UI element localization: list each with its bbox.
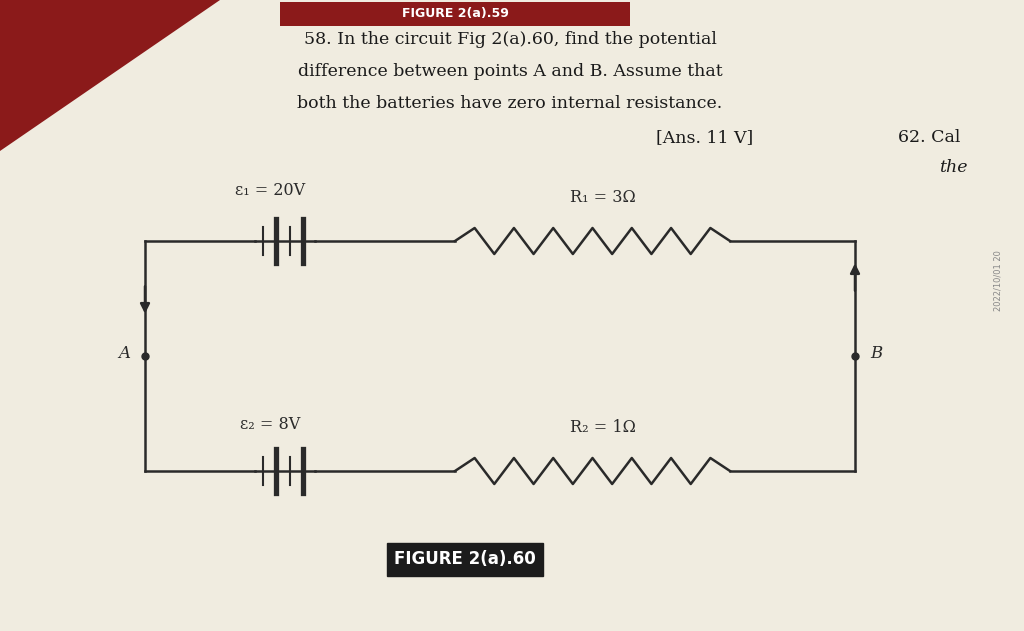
Text: FIGURE 2(a).59: FIGURE 2(a).59 [401, 8, 509, 20]
Text: A: A [118, 346, 130, 362]
Text: ε₂ = 8V: ε₂ = 8V [240, 416, 300, 433]
Text: [Ans. 11 V]: [Ans. 11 V] [656, 129, 754, 146]
Text: the: the [939, 159, 968, 176]
Text: ε₁ = 20V: ε₁ = 20V [234, 182, 305, 199]
Text: difference between points A and B. Assume that: difference between points A and B. Assum… [298, 63, 722, 80]
Text: FIGURE 2(a).60: FIGURE 2(a).60 [394, 550, 536, 568]
Text: 62. Cal: 62. Cal [898, 129, 961, 146]
Polygon shape [0, 0, 220, 151]
Text: R₂ = 1Ω: R₂ = 1Ω [569, 419, 636, 436]
FancyBboxPatch shape [280, 2, 630, 26]
Text: 58. In the circuit Fig 2(a).60, find the potential: 58. In the circuit Fig 2(a).60, find the… [303, 31, 717, 48]
Text: 2022/10/01 20: 2022/10/01 20 [993, 251, 1002, 312]
Text: both the batteries have zero internal resistance.: both the batteries have zero internal re… [297, 95, 723, 112]
Text: R₁ = 3Ω: R₁ = 3Ω [569, 189, 635, 206]
Text: B: B [870, 346, 883, 362]
